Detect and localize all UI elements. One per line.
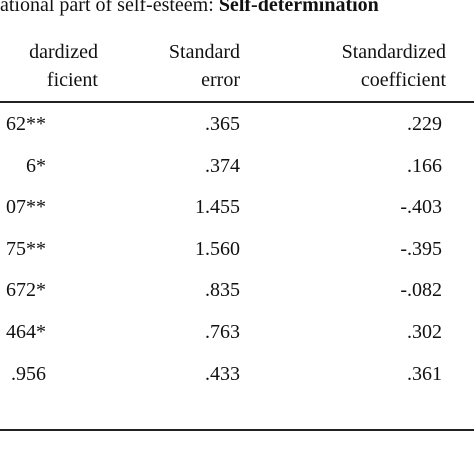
table-row: 75** 1.560 -.395 <box>0 231 474 273</box>
table-row: 6* .374 .166 <box>0 148 474 190</box>
cell-standard-error: .365 <box>205 113 240 135</box>
cell-standardized: -.403 <box>400 196 442 219</box>
cell-standard-error: 1.560 <box>195 237 240 260</box>
cell-standardized: -.395 <box>400 237 442 260</box>
column-header-1-line1: dardized <box>29 41 98 63</box>
cell-unstandardized: .956 <box>11 362 46 385</box>
caption-bold-text: Self-determination <box>218 0 379 16</box>
column-header-1-line2: ficient <box>46 69 98 91</box>
cell-standard-error: .835 <box>205 279 240 302</box>
cell-standard-error: .763 <box>205 320 240 343</box>
table-body: 62** .365 .229 6* .374 .166 07** 1.455 -… <box>0 106 474 397</box>
table-row: 07** 1.455 -.403 <box>0 189 474 231</box>
cell-standardized: .302 <box>407 320 442 343</box>
column-header-standardized-coefficient: Standardized coefficient <box>320 38 446 94</box>
table-row: 464* .763 .302 <box>0 314 474 356</box>
cell-standard-error: .374 <box>205 154 240 177</box>
cell-standardized: -.082 <box>400 279 442 302</box>
table-row: 62** .365 .229 <box>0 106 474 148</box>
cell-unstandardized: 62** <box>6 113 46 135</box>
cell-unstandardized: 464* <box>6 320 46 343</box>
cell-unstandardized: 07** <box>6 196 46 219</box>
cell-standardized: .361 <box>407 362 442 385</box>
table-row: 672* .835 -.082 <box>0 272 474 314</box>
cell-unstandardized: 672* <box>6 279 46 302</box>
column-header-standard-error: Standard error <box>140 38 240 94</box>
table-caption: ational part of self-esteem: Self-determ… <box>0 0 379 18</box>
column-header-2-line2: error <box>201 69 240 91</box>
cell-standardized: .229 <box>407 113 442 135</box>
column-header-2-line1: Standard <box>168 41 240 63</box>
cell-unstandardized: 75** <box>6 237 46 260</box>
caption-text: ational part of self-esteem: <box>0 0 219 16</box>
cell-unstandardized: 6* <box>26 154 46 177</box>
column-header-3-line2: coefficient <box>360 69 446 91</box>
header-divider <box>0 101 474 103</box>
column-header-1: dardized ficient <box>0 38 98 94</box>
table-bottom-rule <box>0 429 474 431</box>
cell-standard-error: .433 <box>205 362 240 385</box>
cell-standard-error: 1.455 <box>195 196 240 219</box>
column-header-3-line1: Standardized <box>341 41 446 63</box>
table-row: .956 .433 .361 <box>0 356 474 398</box>
cell-standardized: .166 <box>407 154 442 177</box>
